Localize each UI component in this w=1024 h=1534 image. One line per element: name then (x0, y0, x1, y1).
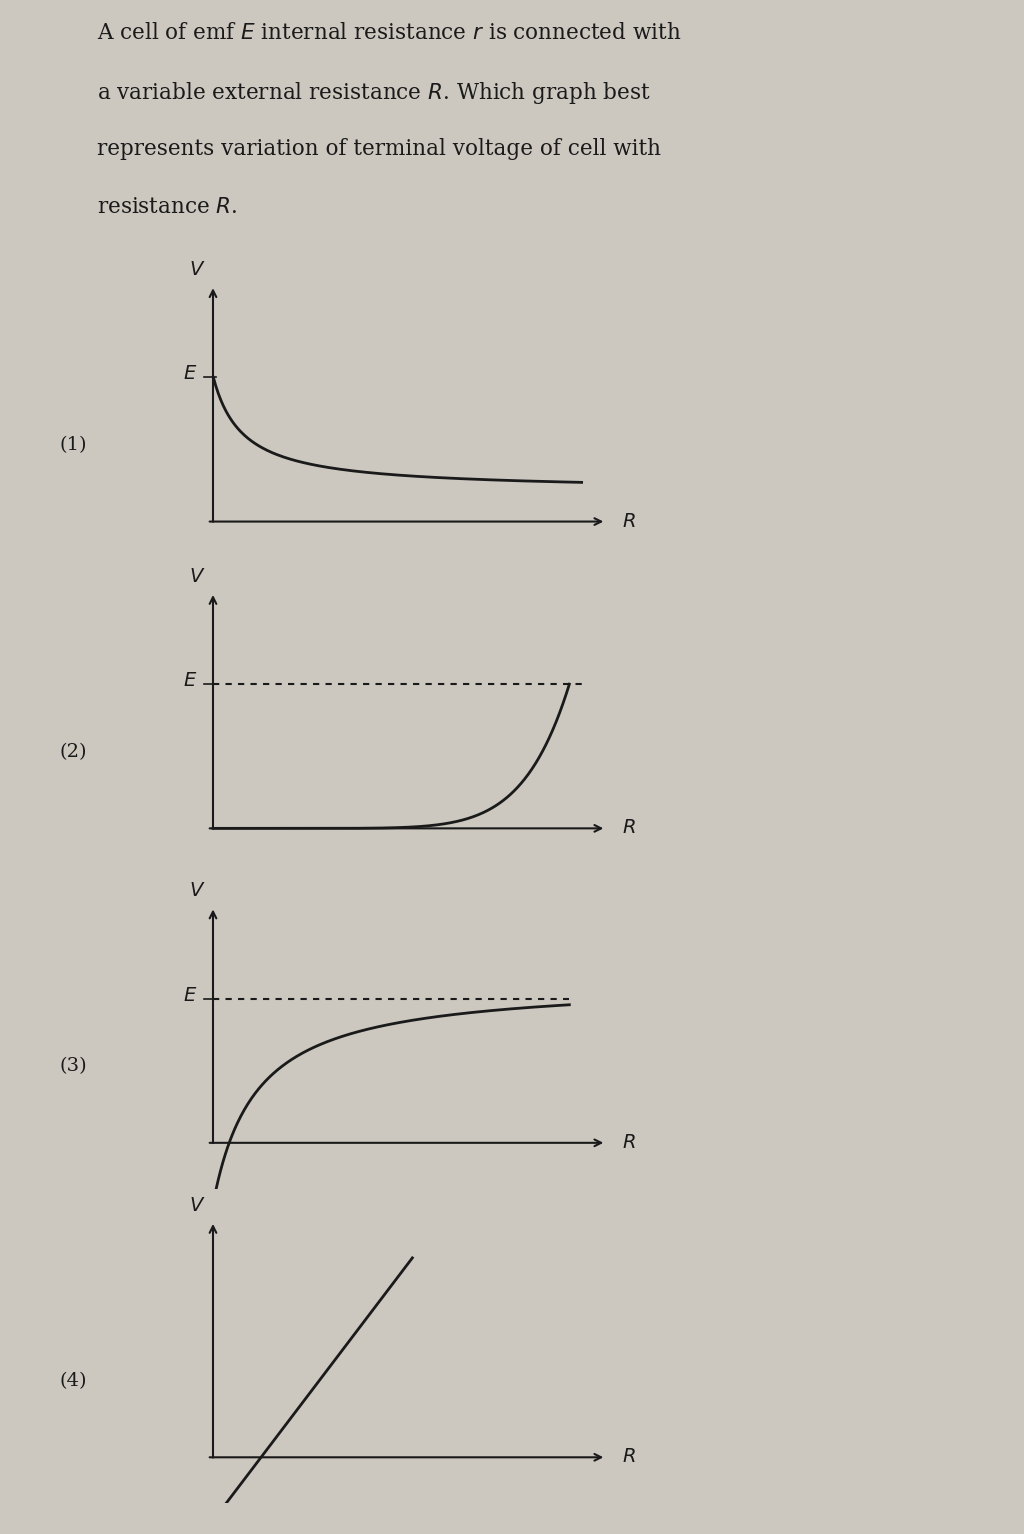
Text: $R$: $R$ (622, 1134, 635, 1152)
Text: resistance $R$.: resistance $R$. (97, 195, 238, 218)
Text: $V$: $V$ (189, 261, 206, 279)
Text: represents variation of terminal voltage of cell with: represents variation of terminal voltage… (97, 138, 662, 160)
Text: A cell of emf $E$ internal resistance $r$ is connected with: A cell of emf $E$ internal resistance $r… (97, 21, 682, 44)
Text: $V$: $V$ (189, 568, 206, 586)
Text: $V$: $V$ (189, 1197, 206, 1215)
Text: $R$: $R$ (622, 512, 635, 531)
Text: (4): (4) (59, 1371, 87, 1390)
Text: $V$: $V$ (189, 882, 206, 900)
Text: (3): (3) (59, 1057, 87, 1075)
Text: $R$: $R$ (622, 819, 635, 838)
Text: $E$: $E$ (183, 986, 198, 1005)
Text: a variable external resistance $R$. Which graph best: a variable external resistance $R$. Whic… (97, 80, 651, 106)
Text: (1): (1) (59, 436, 87, 454)
Text: $E$: $E$ (183, 365, 198, 384)
Text: $E$: $E$ (183, 672, 198, 690)
Text: (2): (2) (59, 742, 87, 761)
Text: $R$: $R$ (622, 1448, 635, 1467)
